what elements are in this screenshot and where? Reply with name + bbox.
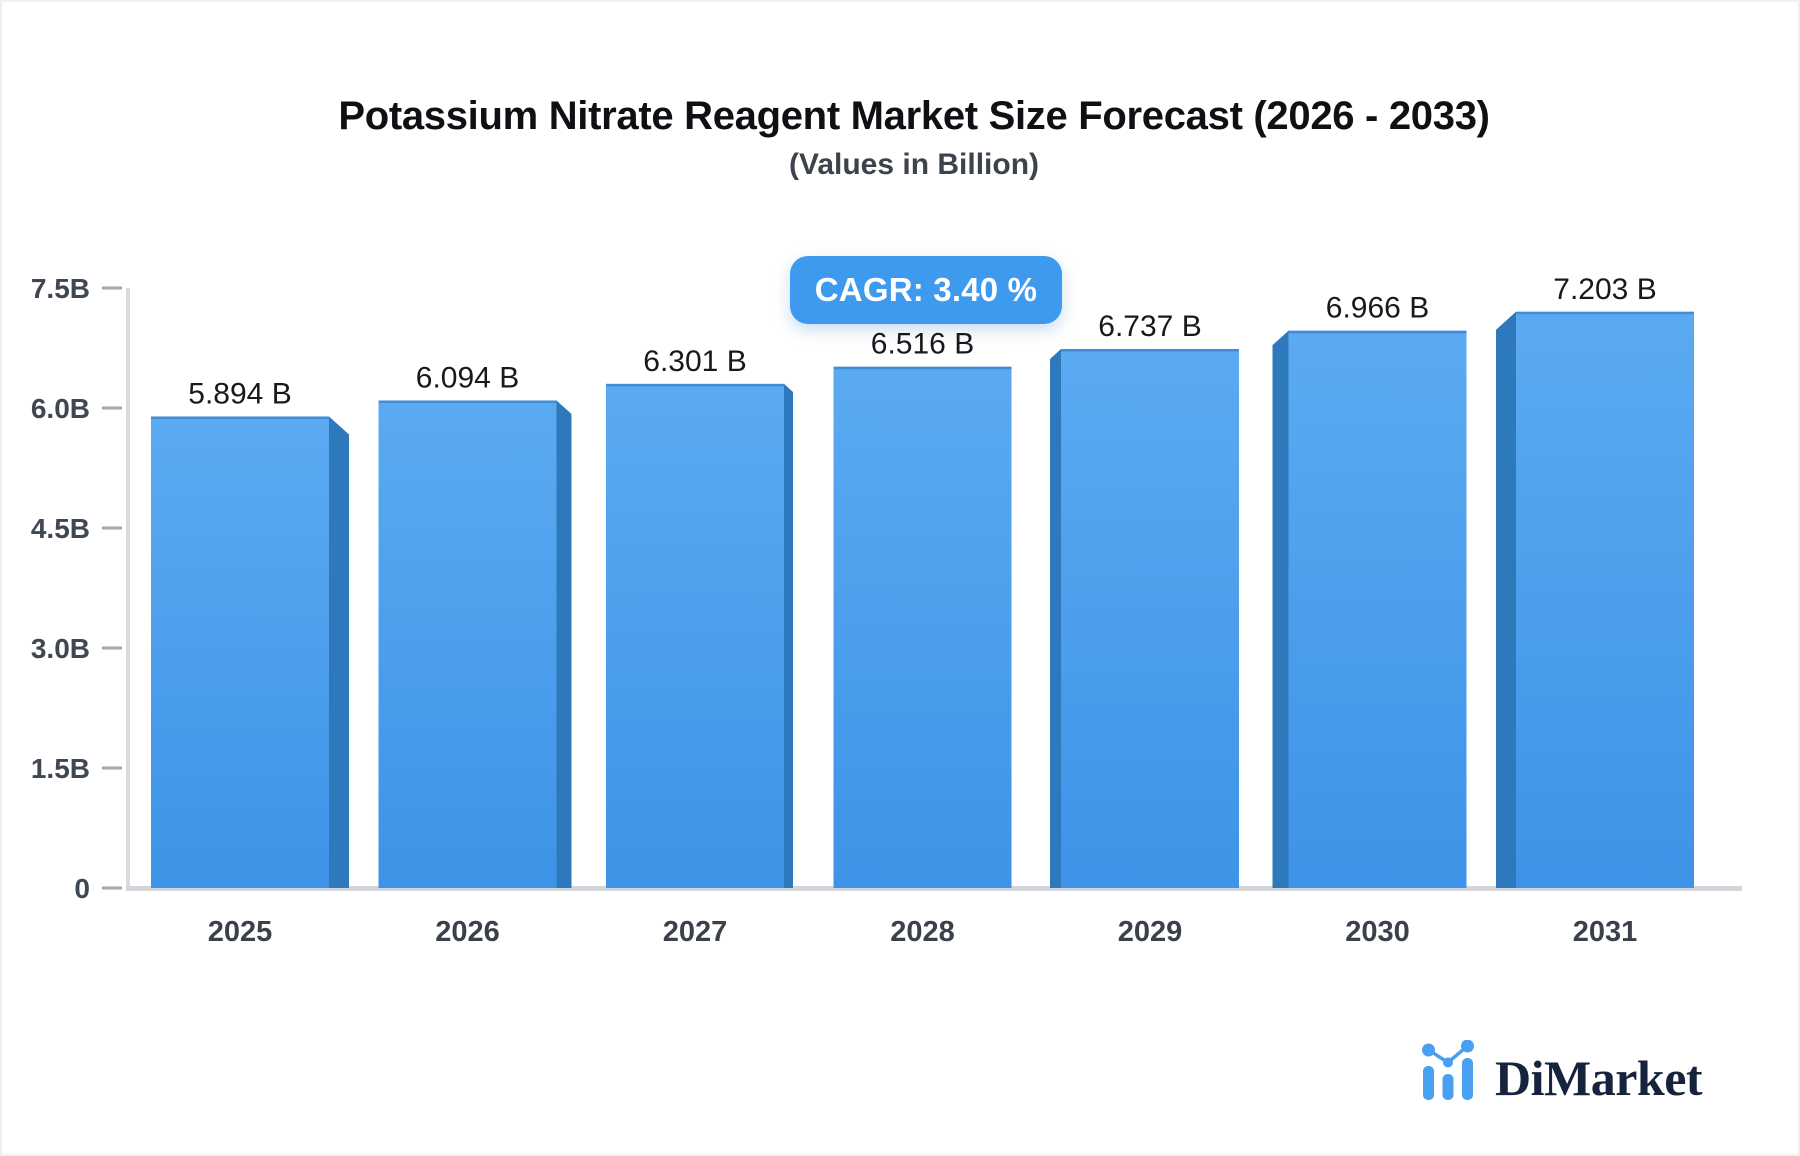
y-tick xyxy=(102,886,122,890)
x-axis-baseline xyxy=(126,886,1742,891)
cagr-badge-label: CAGR: 3.40 % xyxy=(814,271,1038,308)
bar-side-face xyxy=(784,383,793,888)
y-tick xyxy=(102,646,122,650)
y-axis-line xyxy=(126,288,130,891)
brand-name: DiMarket xyxy=(1495,1050,1703,1106)
y-tick-label: 6.0B xyxy=(31,393,90,424)
bar xyxy=(151,416,329,888)
bar-value-label: 6.737 B xyxy=(1098,310,1201,343)
bar-side-face xyxy=(1272,330,1289,889)
y-tick-label: 4.5B xyxy=(31,513,90,544)
y-tick-label: 3.0B xyxy=(31,633,90,664)
chart-title: Potassium Nitrate Reagent Market Size Fo… xyxy=(338,94,1490,138)
x-tick-label: 2025 xyxy=(208,916,273,948)
bar-side-face xyxy=(1496,311,1516,888)
y-tick xyxy=(102,406,122,410)
bar-side-face xyxy=(329,416,349,888)
y-tick-label: 1.5B xyxy=(31,753,90,784)
bar-line-chart-icon xyxy=(1422,1039,1480,1105)
x-tick-label: 2030 xyxy=(1345,916,1410,948)
bar-value-label: 6.094 B xyxy=(416,361,519,394)
bar-value-label: 6.516 B xyxy=(871,328,974,361)
x-tick-label: 2027 xyxy=(663,916,728,948)
cagr-badge: CAGR: 3.40 % xyxy=(790,256,1062,324)
y-tick-label: 7.5B xyxy=(31,273,90,304)
y-tick xyxy=(102,766,122,770)
y-tick xyxy=(102,526,122,530)
bar-side-face xyxy=(1050,349,1061,888)
y-tick xyxy=(102,286,122,290)
bar xyxy=(378,400,557,888)
x-tick-label: 2028 xyxy=(890,916,955,948)
bar xyxy=(833,366,1012,889)
bar xyxy=(1516,311,1694,888)
bar-value-label: 6.966 B xyxy=(1326,292,1429,325)
chart-subtitle: (Values in Billion) xyxy=(788,148,1040,181)
bar-value-label: 7.203 B xyxy=(1553,273,1656,306)
bar xyxy=(606,383,784,888)
brand-logo: DiMarket xyxy=(1422,1039,1703,1106)
bar xyxy=(1288,330,1467,889)
bar-value-label: 6.301 B xyxy=(643,345,746,378)
y-tick-label: 0 xyxy=(74,873,90,904)
bar xyxy=(1061,349,1239,888)
x-tick-label: 2031 xyxy=(1573,916,1638,948)
x-tick-label: 2026 xyxy=(435,916,500,948)
bar-value-label: 5.894 B xyxy=(188,377,291,410)
x-tick-label: 2029 xyxy=(1118,916,1183,948)
bar-side-face xyxy=(556,400,572,888)
